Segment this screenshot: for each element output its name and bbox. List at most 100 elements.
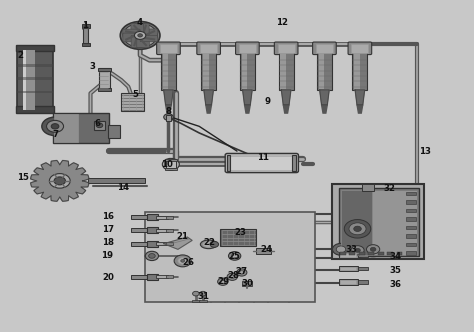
Text: 27: 27	[236, 267, 248, 276]
Text: 18: 18	[102, 238, 114, 247]
Polygon shape	[165, 105, 171, 113]
Circle shape	[227, 273, 237, 281]
Bar	[357, 253, 368, 257]
Circle shape	[96, 123, 103, 127]
Bar	[156, 215, 167, 219]
Text: 35: 35	[389, 266, 401, 275]
Bar	[406, 209, 416, 212]
FancyBboxPatch shape	[236, 42, 259, 54]
Bar	[83, 24, 88, 45]
Bar	[242, 281, 252, 286]
Text: 17: 17	[102, 225, 115, 234]
Bar	[166, 229, 173, 232]
Text: 31: 31	[197, 292, 209, 301]
Bar	[340, 253, 356, 257]
FancyBboxPatch shape	[137, 37, 149, 47]
Ellipse shape	[201, 240, 217, 249]
Circle shape	[354, 226, 361, 231]
Polygon shape	[206, 105, 211, 113]
Text: 13: 13	[419, 147, 431, 156]
Bar	[331, 184, 424, 259]
Bar	[406, 200, 416, 204]
Bar	[292, 155, 296, 171]
Text: 8: 8	[165, 107, 172, 116]
Bar	[147, 241, 157, 247]
Circle shape	[336, 246, 346, 253]
Bar	[166, 242, 173, 245]
Bar	[94, 122, 105, 129]
Text: 21: 21	[177, 232, 189, 241]
Bar	[406, 234, 416, 238]
Circle shape	[192, 291, 199, 296]
Bar	[200, 44, 217, 52]
Bar	[352, 52, 367, 90]
Bar	[23, 50, 35, 110]
Circle shape	[366, 245, 380, 254]
Bar	[340, 280, 356, 284]
Bar	[82, 43, 90, 46]
Bar	[161, 52, 176, 90]
Polygon shape	[355, 90, 365, 105]
Bar	[397, 252, 402, 255]
Bar	[201, 52, 216, 90]
FancyBboxPatch shape	[197, 42, 220, 54]
Text: 28: 28	[227, 271, 239, 280]
FancyBboxPatch shape	[348, 42, 372, 54]
Bar	[378, 252, 383, 255]
Text: 25: 25	[228, 252, 241, 261]
Bar	[23, 50, 26, 110]
Circle shape	[54, 177, 65, 185]
Bar	[220, 229, 256, 246]
Text: 20: 20	[102, 273, 114, 282]
Bar	[357, 267, 368, 271]
Circle shape	[149, 254, 155, 258]
Circle shape	[42, 117, 68, 135]
Bar	[98, 68, 111, 71]
Text: 24: 24	[260, 245, 273, 254]
Bar	[131, 228, 156, 232]
Circle shape	[210, 241, 219, 247]
Bar	[131, 242, 156, 246]
Circle shape	[174, 255, 191, 267]
Circle shape	[162, 158, 179, 170]
Text: 30: 30	[241, 279, 253, 288]
Text: 33: 33	[346, 245, 357, 254]
FancyBboxPatch shape	[123, 29, 140, 36]
Text: 34: 34	[389, 252, 401, 261]
Bar	[387, 252, 393, 255]
Text: 19: 19	[101, 251, 113, 260]
Bar	[278, 44, 295, 52]
Bar	[338, 252, 357, 258]
Bar	[406, 226, 416, 229]
Bar	[359, 252, 365, 255]
Text: 29: 29	[218, 277, 230, 286]
Text: 32: 32	[383, 184, 395, 193]
Bar	[281, 53, 286, 89]
Bar	[109, 125, 120, 138]
Bar	[357, 280, 368, 284]
Circle shape	[135, 32, 146, 40]
Text: 2: 2	[18, 51, 24, 60]
Bar	[239, 44, 256, 52]
Polygon shape	[164, 90, 173, 105]
Bar	[317, 52, 332, 90]
FancyBboxPatch shape	[156, 42, 180, 54]
Circle shape	[181, 260, 184, 262]
Circle shape	[178, 258, 187, 264]
Bar	[406, 251, 416, 255]
Bar	[279, 52, 294, 90]
Polygon shape	[357, 105, 363, 113]
Bar	[340, 267, 356, 271]
Text: 26: 26	[183, 258, 195, 267]
Bar	[240, 52, 255, 90]
Bar	[54, 114, 78, 142]
Circle shape	[218, 278, 228, 285]
FancyBboxPatch shape	[131, 36, 140, 47]
Bar	[203, 53, 209, 89]
Bar	[166, 160, 175, 168]
Bar	[362, 184, 374, 191]
Bar	[354, 53, 360, 89]
Bar	[165, 159, 176, 161]
Bar	[351, 44, 368, 52]
Circle shape	[351, 246, 364, 255]
